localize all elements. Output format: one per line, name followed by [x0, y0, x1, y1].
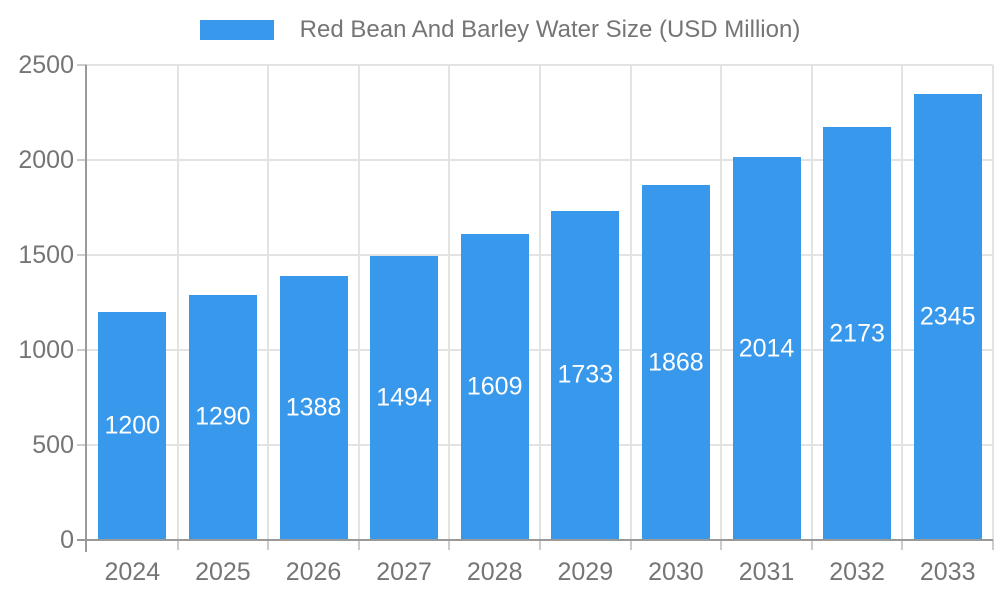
gridline-vertical	[629, 65, 632, 540]
y-axis-tick	[77, 444, 87, 446]
x-axis-label: 2031	[738, 558, 795, 586]
x-axis-label: 2026	[285, 558, 342, 586]
bar-2030[interactable]: 1868	[641, 185, 710, 540]
y-axis-line	[85, 65, 87, 552]
x-axis-label: 2025	[195, 558, 251, 586]
bar-value-label: 1609	[466, 372, 523, 401]
x-axis-label: 2033	[919, 558, 976, 586]
x-axis-tick	[357, 540, 360, 550]
x-axis-line	[77, 539, 993, 541]
gridline-vertical	[176, 65, 179, 540]
y-axis-label: 2500	[18, 51, 74, 79]
x-axis-label: 2032	[829, 558, 885, 586]
y-axis-label: 500	[32, 431, 74, 459]
bar-2032[interactable]: 2173	[823, 127, 892, 540]
bar-value-label: 1388	[285, 393, 342, 422]
bar-2028[interactable]: 1609	[460, 234, 529, 540]
bar-2025[interactable]: 1290	[188, 294, 257, 540]
x-axis-tick	[176, 540, 179, 550]
x-axis-label: 2024	[104, 558, 161, 586]
legend-label: Red Bean And Barley Water Size (USD Mill…	[299, 16, 801, 43]
x-axis-tick	[539, 540, 541, 550]
gridline-vertical	[539, 65, 541, 540]
bar-value-label: 1868	[648, 348, 704, 377]
x-axis-tick	[720, 540, 723, 550]
x-axis-tick	[448, 540, 451, 550]
bar-value-label: 1200	[104, 411, 161, 440]
legend-item[interactable]: Red Bean And Barley Water Size (USD Mill…	[0, 15, 1000, 44]
x-axis-tick	[901, 540, 904, 550]
x-axis-tick	[810, 540, 813, 550]
x-axis-tick	[992, 540, 994, 550]
bar-value-label: 2014	[738, 334, 795, 363]
bar-2024[interactable]: 1200	[98, 312, 167, 540]
bar-value-label: 2345	[919, 302, 976, 331]
gridline-vertical	[810, 65, 813, 540]
bar-value-label: 1290	[195, 402, 251, 431]
x-axis-label: 2029	[557, 558, 614, 586]
x-axis-label: 2027	[376, 558, 432, 586]
bar-2026[interactable]: 1388	[279, 276, 348, 540]
gridline-vertical	[267, 65, 270, 540]
bar-value-label: 1494	[376, 383, 432, 412]
x-axis-label: 2030	[648, 558, 704, 586]
x-axis-label: 2028	[466, 558, 523, 586]
y-axis-tick	[77, 349, 87, 351]
gridline-vertical	[720, 65, 723, 540]
y-axis-label: 1000	[18, 336, 74, 364]
x-axis-tick	[629, 540, 632, 550]
bar-2031[interactable]: 2014	[732, 157, 801, 540]
gridline-vertical	[901, 65, 904, 540]
y-axis-tick	[77, 64, 87, 66]
legend-color-swatch	[199, 19, 274, 40]
gridline-vertical	[357, 65, 360, 540]
x-axis-tick	[267, 540, 270, 550]
bar-2029[interactable]: 1733	[551, 210, 620, 540]
y-axis-tick	[77, 159, 87, 161]
y-axis-label: 2000	[18, 146, 74, 174]
y-axis-tick	[77, 254, 87, 256]
gridline-vertical	[448, 65, 451, 540]
y-axis-label: 0	[60, 526, 74, 554]
y-axis-label: 1500	[18, 241, 74, 269]
gridline-vertical	[992, 65, 994, 540]
bar-2033[interactable]: 2345	[913, 94, 982, 540]
bar-value-label: 2173	[829, 319, 885, 348]
bar-value-label: 1733	[557, 360, 614, 389]
bar-2027[interactable]: 1494	[370, 256, 439, 540]
